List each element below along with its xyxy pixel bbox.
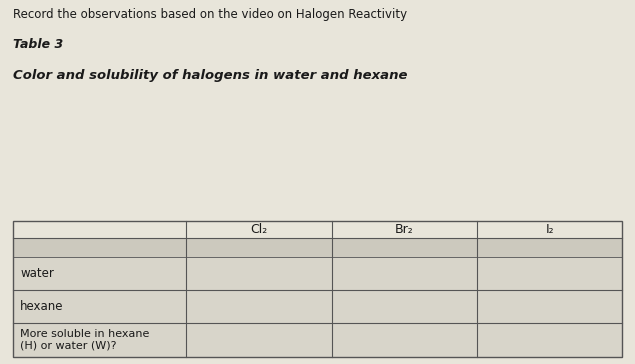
Bar <box>13 221 622 357</box>
Bar <box>331 290 477 323</box>
Bar <box>187 238 331 257</box>
Bar <box>187 323 331 357</box>
Text: Color and solubility of halogens in water and hexane: Color and solubility of halogens in wate… <box>13 69 407 82</box>
Text: Cl₂: Cl₂ <box>250 223 268 236</box>
Bar <box>477 238 622 257</box>
Bar <box>13 238 187 257</box>
Text: Table 3: Table 3 <box>13 38 63 51</box>
Text: Br₂: Br₂ <box>395 223 414 236</box>
Bar <box>13 323 187 357</box>
Bar <box>331 323 477 357</box>
Bar <box>187 290 331 323</box>
Text: water: water <box>20 267 54 280</box>
Bar <box>13 257 187 290</box>
Text: I₂: I₂ <box>545 223 554 236</box>
Bar <box>13 290 187 323</box>
Text: Record the observations based on the video on Halogen Reactivity: Record the observations based on the vid… <box>13 8 407 21</box>
Bar <box>331 257 477 290</box>
Text: hexane: hexane <box>20 300 64 313</box>
Bar <box>331 238 477 257</box>
Text: More soluble in hexane
(H) or water (W)?: More soluble in hexane (H) or water (W)? <box>20 329 150 351</box>
Bar <box>477 257 622 290</box>
Bar <box>477 323 622 357</box>
Bar <box>477 290 622 323</box>
Bar <box>187 257 331 290</box>
